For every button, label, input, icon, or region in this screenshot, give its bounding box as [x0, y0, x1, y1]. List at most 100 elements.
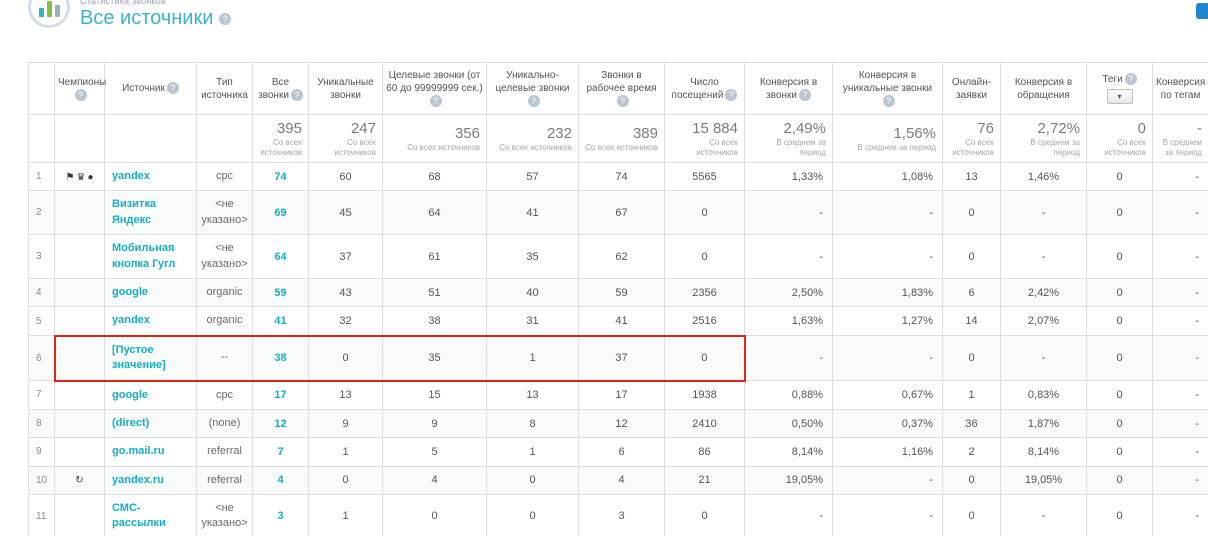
cell-all-calls[interactable]: 3 [252, 494, 309, 536]
cell-target-calls: 5 [382, 437, 487, 467]
cell-source[interactable]: yandex.ru [104, 465, 197, 496]
cell-source[interactable]: [Пустое значение] [104, 334, 197, 382]
col-header-conv-appeals[interactable]: Конверсия в обращения [1000, 62, 1087, 115]
cell-unique-target-calls: 0 [486, 494, 579, 536]
col-header-conv-tags[interactable]: Конверсия по тегам [1152, 62, 1208, 115]
cell-unique-calls: 0 [308, 334, 383, 382]
cell-all-calls[interactable]: 59 [252, 277, 309, 308]
help-icon[interactable]: ? [798, 88, 811, 101]
medal-icon[interactable]: ⚑ [65, 171, 75, 183]
cell-all-calls[interactable]: 64 [252, 234, 309, 279]
col-header-conv-unique-calls[interactable]: Конверсия в уникальные звонки? [832, 62, 943, 115]
cell-num: 4 [28, 277, 55, 308]
cell-conv-unique-calls: - [832, 335, 943, 382]
col-header-target-calls[interactable]: Целевые звонки (от 60 до 99999999 сек.)? [382, 62, 487, 115]
cell-conv-calls: - [744, 234, 833, 279]
cell-type: referral [196, 465, 253, 496]
cell-target-calls: 0 [382, 494, 487, 536]
col-header-tags[interactable]: Теги? ▾ [1086, 62, 1153, 115]
cell-all-calls[interactable]: 7 [252, 437, 309, 467]
cell-source[interactable]: (direct) [104, 408, 197, 439]
cell-target-calls: 61 [382, 234, 487, 279]
cell-source[interactable]: go.mail.ru [104, 437, 197, 467]
summary-unique-calls: 247 Со всех источников [308, 114, 383, 163]
cell-source[interactable]: Мобильная кнопка Гугл [104, 234, 197, 279]
help-icon[interactable]: ? [1124, 73, 1137, 86]
cell-online-requests: 0 [942, 335, 1001, 382]
cell-visits: 0 [664, 334, 746, 382]
help-icon[interactable]: ? [616, 95, 629, 108]
tags-filter-button[interactable]: ▾ [1106, 89, 1133, 104]
cell-source[interactable]: yandex [104, 161, 197, 192]
cell-unique-calls: 43 [308, 277, 383, 308]
cell-type: cpc [196, 161, 253, 192]
table-row: 9 go.mail.ru referral 7 1 5 1 6 86 8,14% 1,16% 2 8,1… [28, 437, 1208, 467]
cell-champions [54, 306, 105, 337]
cell-all-calls[interactable]: 17 [252, 380, 309, 410]
cell-all-calls[interactable]: 12 [252, 408, 309, 439]
cell-tags: 0 [1086, 494, 1153, 536]
cell-source[interactable]: yandex [104, 306, 197, 337]
cell-all-calls[interactable]: 4 [252, 465, 309, 496]
col-header-conv-calls[interactable]: Конверсия в звонки? [744, 62, 833, 115]
cell-tags: 0 [1086, 190, 1153, 236]
help-icon[interactable]: ? [74, 88, 87, 101]
cell-tags: 0 [1086, 335, 1153, 382]
cell-source[interactable]: google [104, 277, 197, 308]
trophy-icon[interactable]: ♛ [76, 171, 86, 183]
cell-conv-tags: - [1152, 465, 1208, 496]
help-icon[interactable]: ? [882, 95, 895, 108]
col-header-online-requests[interactable]: Онлайн-заявки [942, 62, 1001, 115]
cell-visits: 2410 [664, 408, 745, 439]
cell-conv-unique-calls: 1,16% [832, 437, 943, 467]
cell-source[interactable]: СМС-рассылки [104, 494, 197, 536]
cell-tags: 0 [1086, 437, 1153, 467]
title-help-icon[interactable]: ? [219, 12, 232, 25]
cell-work-time-calls: 41 [578, 306, 665, 337]
cell-conv-calls: - [744, 190, 833, 236]
col-header-unique-calls[interactable]: Уникальные звонки [308, 62, 383, 115]
cell-all-calls[interactable]: 38 [252, 334, 309, 382]
browser-extension-icon[interactable] [1196, 3, 1208, 19]
table-row: 8 (direct) (none) 12 9 9 8 12 2410 0,50% 0,37% 36 1,… [28, 408, 1208, 439]
cell-online-requests: 14 [942, 306, 1001, 337]
clock-badge-icon[interactable]: ● [87, 171, 94, 183]
summary-empty [28, 114, 55, 163]
cell-type: <не указано> [196, 190, 253, 236]
cell-all-calls[interactable]: 69 [252, 190, 309, 236]
cell-all-calls[interactable]: 74 [252, 161, 309, 192]
cell-target-calls: 35 [382, 334, 487, 382]
cell-conv-unique-calls: - [832, 465, 943, 496]
col-header-source[interactable]: Источник? [104, 62, 197, 115]
logo-bar-green [46, 1, 52, 17]
cell-source[interactable]: Визитка Яндекс [104, 190, 197, 236]
cell-target-calls: 68 [382, 161, 487, 192]
cell-conv-unique-calls: 1,83% [832, 277, 943, 308]
cell-visits: 0 [664, 494, 745, 536]
cell-online-requests: 6 [942, 277, 1001, 308]
help-icon[interactable]: ? [725, 88, 738, 101]
cell-source[interactable]: google [104, 380, 197, 410]
col-header-source-type[interactable]: Тип источника [196, 62, 253, 115]
cell-type: <не указано> [196, 234, 253, 279]
help-icon[interactable]: ? [166, 82, 179, 95]
cell-online-requests: 36 [942, 408, 1001, 439]
refresh-icon[interactable]: ↻ [75, 475, 84, 487]
help-icon[interactable]: ? [527, 95, 540, 108]
cell-all-calls[interactable]: 41 [252, 306, 309, 337]
cell-unique-target-calls: 41 [486, 190, 579, 236]
col-header-work-time-calls[interactable]: Звонки в рабочее время? [578, 62, 665, 115]
col-header-all-calls[interactable]: Все звонки? [252, 62, 309, 115]
cell-unique-target-calls: 1 [486, 437, 579, 467]
help-icon[interactable]: ? [290, 88, 303, 101]
cell-num: 2 [28, 190, 55, 236]
logo-bar-teal [38, 8, 44, 17]
cell-tags: 0 [1086, 161, 1153, 192]
cell-target-calls: 64 [382, 190, 487, 236]
col-header-unique-target-calls[interactable]: Уникально-целевые звонки? [486, 62, 579, 115]
cell-champions [54, 234, 105, 279]
col-header-visits[interactable]: Число посещений? [664, 62, 745, 115]
cell-online-requests: 2 [942, 437, 1001, 467]
help-icon[interactable]: ? [429, 95, 442, 108]
